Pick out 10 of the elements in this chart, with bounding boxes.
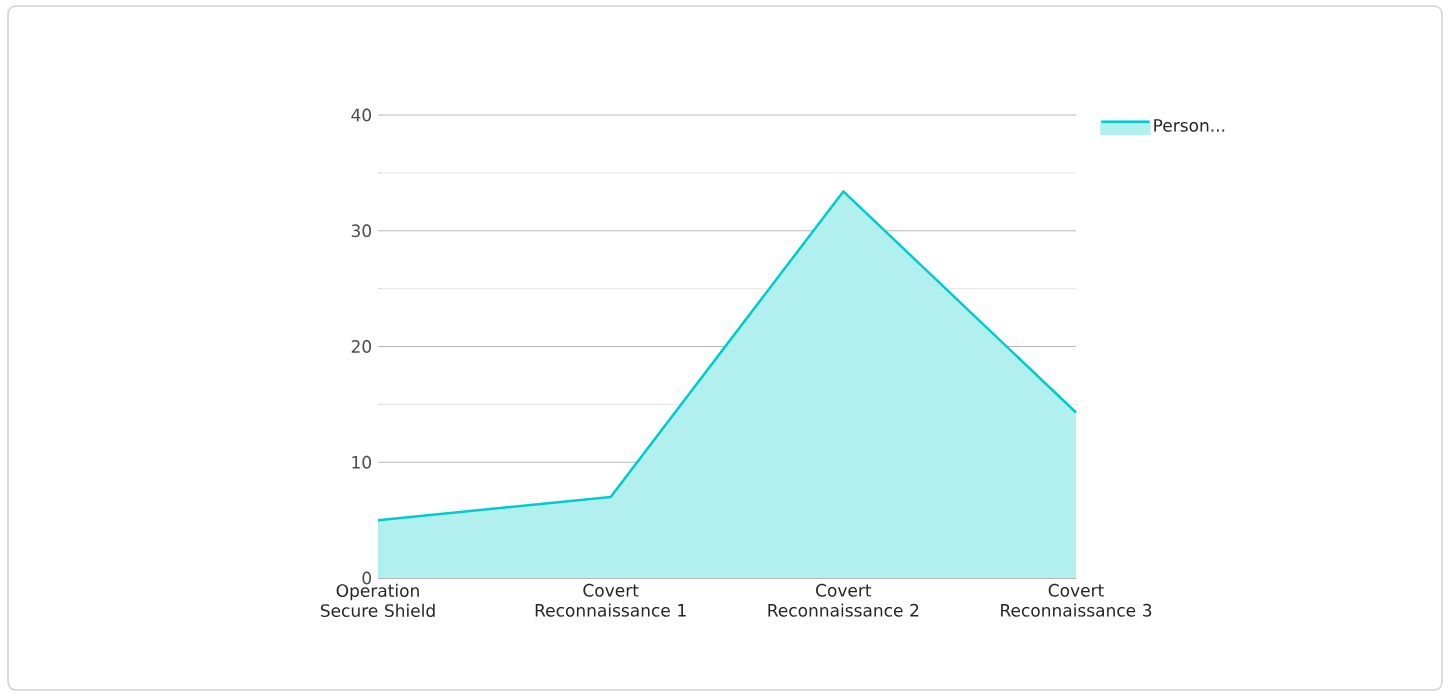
y-tick-label: 0 (362, 571, 372, 585)
y-tick-label: 40 (351, 108, 372, 122)
x-tick-label: Covert Reconnaissance 1 (535, 583, 686, 617)
x-tick-label: Covert Reconnaissance 2 (768, 583, 919, 617)
y-tick-label: 30 (351, 224, 372, 238)
x-tick-label: Operation Secure Shield (320, 583, 435, 618)
y-tick-label: 10 (352, 455, 372, 469)
x-tick-label: Covert Reconnaissance 3 (1001, 583, 1152, 617)
y-tick-label: 20 (351, 340, 372, 353)
legend-label: Person... (1154, 119, 1225, 132)
